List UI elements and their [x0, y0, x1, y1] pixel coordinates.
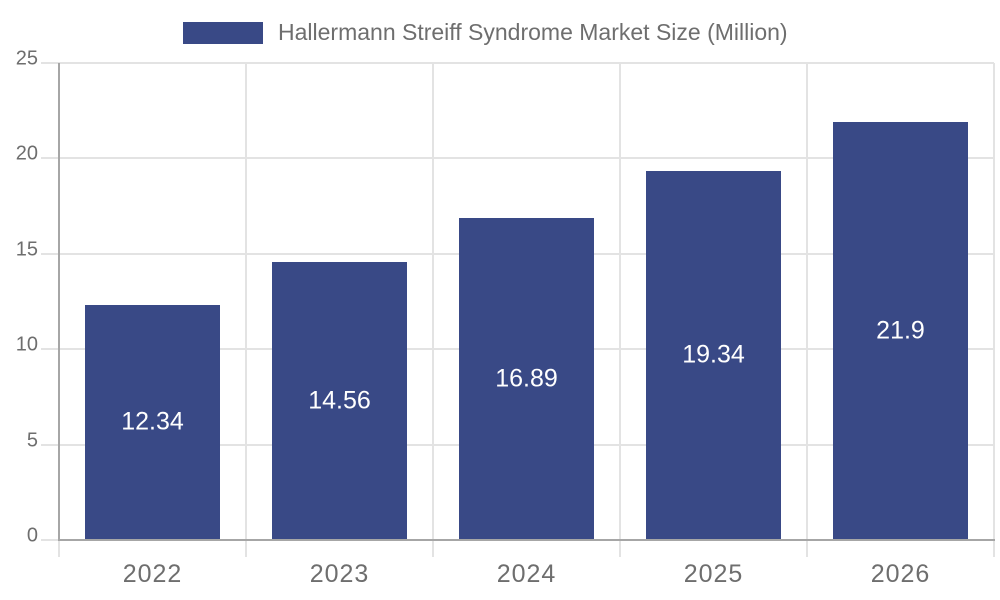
y-axis-tick [41, 443, 59, 446]
bar[interactable] [833, 122, 968, 540]
y-axis-tick-label: 0 [26, 524, 38, 547]
legend-label: Hallermann Streiff Syndrome Market Size … [278, 19, 788, 45]
x-axis-line [58, 539, 995, 541]
bar-value-label: 14.56 [308, 386, 371, 415]
bar-value-label: 21.9 [876, 316, 925, 345]
x-axis-tick-label: 2025 [683, 560, 744, 588]
x-axis-tick [993, 540, 995, 557]
y-axis-tick-label: 25 [15, 47, 38, 70]
v-gridline [993, 63, 995, 540]
bar-value-label: 16.89 [495, 364, 558, 393]
x-axis-tick-label: 2026 [870, 560, 931, 588]
y-axis-tick [41, 348, 59, 351]
y-axis-tick-label: 15 [15, 238, 38, 261]
x-axis-tick [806, 540, 808, 557]
x-axis-tick [619, 540, 621, 557]
y-axis-tick-label: 20 [15, 142, 38, 165]
bar-value-label: 12.34 [121, 407, 184, 436]
bar[interactable] [459, 217, 594, 540]
y-axis-line [58, 63, 60, 540]
x-axis-tick-label: 2024 [496, 560, 557, 588]
x-axis-tick [245, 540, 247, 557]
v-gridline [806, 63, 808, 540]
v-gridline [245, 63, 247, 540]
v-gridline [619, 63, 621, 540]
v-gridline [432, 63, 434, 540]
bar[interactable] [272, 262, 407, 540]
h-gridline [59, 157, 994, 160]
bar[interactable] [646, 170, 781, 540]
bar-value-label: 19.34 [682, 340, 745, 369]
x-axis-tick [432, 540, 434, 557]
y-axis-tick [41, 157, 59, 160]
h-gridline [59, 62, 994, 64]
y-axis-tick-label: 5 [26, 429, 38, 452]
y-axis-tick-label: 10 [15, 333, 38, 356]
y-axis-tick [41, 252, 59, 255]
legend[interactable]: Hallermann Streiff Syndrome Market Size … [183, 19, 788, 46]
y-axis-tick [41, 539, 59, 541]
y-axis-tick [41, 62, 59, 64]
x-axis-tick-label: 2022 [122, 560, 183, 588]
x-axis-tick-label: 2023 [309, 560, 370, 588]
legend-swatch [183, 21, 263, 44]
bar[interactable] [85, 304, 220, 540]
x-axis-tick [58, 540, 60, 557]
